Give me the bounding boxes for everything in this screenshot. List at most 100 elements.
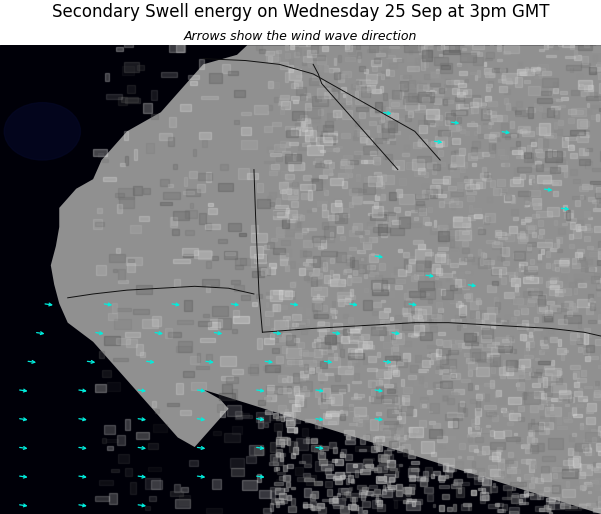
Bar — [518, 417, 525, 420]
Bar — [291, 200, 298, 207]
Bar — [183, 253, 193, 257]
Bar — [577, 334, 585, 343]
Bar — [424, 115, 434, 124]
Bar — [391, 273, 398, 277]
Bar — [482, 428, 491, 433]
Bar — [554, 130, 562, 135]
Bar — [531, 476, 537, 482]
Bar — [311, 179, 322, 190]
Bar — [455, 340, 463, 343]
Bar — [586, 407, 593, 413]
Bar — [313, 367, 316, 374]
Bar — [586, 96, 601, 100]
Bar — [276, 472, 284, 474]
Bar — [471, 490, 477, 495]
Bar — [489, 456, 498, 459]
Bar — [537, 493, 543, 499]
Bar — [95, 497, 109, 501]
Bar — [528, 107, 533, 118]
Bar — [531, 372, 541, 377]
Bar — [526, 244, 531, 250]
Bar — [442, 494, 448, 499]
Bar — [415, 108, 425, 113]
Bar — [513, 469, 520, 473]
Bar — [242, 480, 257, 490]
Bar — [570, 330, 578, 335]
Bar — [428, 299, 432, 303]
Bar — [536, 369, 542, 373]
Bar — [341, 159, 347, 166]
Bar — [596, 114, 599, 121]
Bar — [492, 266, 506, 273]
Bar — [396, 279, 405, 283]
Bar — [297, 319, 305, 325]
Bar — [573, 373, 576, 379]
Bar — [398, 249, 402, 252]
Bar — [492, 376, 499, 378]
Bar — [306, 437, 310, 443]
Bar — [331, 385, 347, 391]
Bar — [466, 191, 476, 194]
Bar — [170, 217, 177, 227]
Bar — [303, 56, 311, 62]
Bar — [594, 382, 597, 388]
Bar — [579, 257, 585, 260]
Bar — [545, 368, 561, 375]
Bar — [404, 301, 412, 307]
Bar — [293, 216, 300, 221]
Bar — [590, 302, 596, 308]
Bar — [439, 88, 444, 94]
Bar — [392, 166, 398, 169]
Bar — [307, 108, 320, 118]
Bar — [418, 105, 425, 109]
Bar — [357, 59, 361, 65]
Bar — [570, 153, 577, 158]
Bar — [501, 257, 504, 261]
Bar — [282, 346, 287, 354]
Bar — [557, 348, 566, 354]
Bar — [463, 179, 472, 182]
Bar — [415, 310, 419, 315]
Bar — [323, 125, 334, 131]
Bar — [510, 179, 523, 187]
Bar — [313, 161, 315, 164]
Bar — [536, 152, 545, 157]
Bar — [420, 400, 428, 408]
Bar — [445, 112, 452, 116]
Bar — [296, 127, 313, 135]
Bar — [502, 497, 511, 500]
Bar — [371, 327, 386, 335]
Bar — [139, 352, 145, 357]
Bar — [496, 390, 501, 396]
Bar — [288, 196, 297, 199]
Bar — [285, 291, 294, 296]
Bar — [530, 445, 538, 453]
Bar — [528, 431, 534, 435]
Bar — [481, 335, 491, 342]
Bar — [352, 196, 362, 203]
Bar — [590, 298, 593, 302]
Bar — [570, 169, 577, 175]
Bar — [506, 112, 510, 114]
Bar — [465, 184, 479, 189]
Bar — [448, 164, 456, 170]
Bar — [267, 56, 272, 62]
Bar — [384, 454, 393, 460]
Bar — [385, 154, 392, 159]
Bar — [389, 192, 397, 200]
Bar — [511, 339, 514, 342]
Bar — [403, 301, 410, 304]
Bar — [373, 302, 380, 306]
Bar — [391, 431, 400, 437]
Bar — [442, 356, 445, 363]
Bar — [529, 175, 534, 182]
Bar — [272, 122, 281, 125]
Bar — [572, 195, 585, 199]
Bar — [364, 288, 368, 291]
Bar — [404, 84, 414, 87]
Bar — [350, 247, 356, 250]
Bar — [490, 180, 495, 187]
Bar — [276, 501, 284, 504]
Bar — [438, 247, 448, 250]
Bar — [539, 74, 543, 78]
